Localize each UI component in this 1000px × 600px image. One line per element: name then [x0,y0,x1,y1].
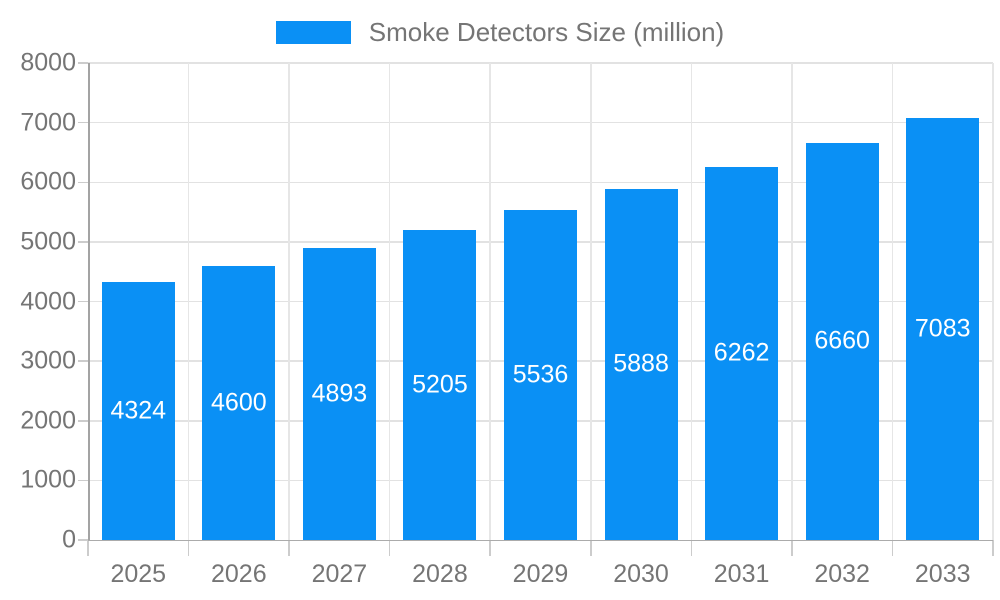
y-axis-tick [78,241,88,243]
y-axis-tick [78,539,88,541]
y-tick-label: 7000 [20,108,76,137]
gridline-horizontal [88,121,993,124]
bar-value-label: 5536 [512,360,569,389]
bar-value-label: 5888 [613,349,669,378]
y-axis-tick [78,479,88,482]
bar-value-label: 4324 [110,396,167,425]
bar-value-label: 6660 [814,326,870,355]
legend-swatch [275,20,351,44]
bar-value-label: 6262 [713,338,770,367]
x-tick-label: 2027 [311,560,368,588]
legend[interactable]: Smoke Detectors Size (million) [0,16,1000,47]
bar[interactable]: 5536 [504,209,577,540]
y-tick-label: 3000 [20,346,76,375]
y-axis-tick [78,121,88,124]
gridline-vertical [388,63,391,540]
bar[interactable]: 4893 [302,248,376,540]
x-axis-tick [791,540,793,556]
x-tick-label: 2028 [412,560,468,588]
x-tick-label: 2025 [110,560,167,588]
x-axis-line [88,539,993,541]
gridline-vertical [288,63,290,540]
bar[interactable]: 6262 [705,166,779,540]
y-tick-label: 1000 [20,465,76,494]
x-axis-tick [388,540,391,556]
y-axis-tick [78,420,88,422]
y-axis-line [88,63,90,540]
bar-value-label: 5205 [412,370,468,399]
x-tick-label: 2031 [713,560,770,588]
x-axis-tick [87,540,89,556]
gridline-vertical [590,63,592,540]
bar-value-label: 4893 [311,379,368,408]
y-axis-tick [78,62,88,64]
gridline-horizontal [88,181,993,183]
gridline-vertical [690,63,693,540]
legend-label: Smoke Detectors Size (million) [368,16,725,47]
bar[interactable]: 4600 [202,265,276,540]
bar[interactable]: 4324 [101,282,175,540]
x-axis-tick [489,540,491,556]
gridline-vertical [891,63,894,540]
gridline-vertical [992,63,994,540]
x-axis-tick [590,540,592,556]
x-tick-label: 2032 [814,560,870,588]
bar[interactable]: 5888 [604,188,678,540]
x-tick-label: 2029 [512,560,569,588]
gridline-vertical [791,63,793,540]
y-axis-tick [78,181,88,183]
x-tick-label: 2026 [211,560,267,588]
y-tick-label: 4000 [20,287,76,315]
gridline-horizontal [88,62,993,64]
bar[interactable]: 6660 [805,142,879,540]
bar-value-label: 4600 [211,388,267,417]
bar-value-label: 7083 [914,314,971,343]
y-tick-label: 6000 [20,167,76,196]
bar[interactable]: 7083 [906,117,980,540]
x-tick-label: 2030 [613,560,669,588]
x-axis-tick [690,540,693,556]
x-axis-tick [288,540,290,556]
gridline-vertical [187,63,190,540]
y-tick-label: 5000 [20,227,76,256]
y-axis-tick [78,300,88,303]
x-axis-tick [891,540,894,556]
y-axis-tick [78,360,88,362]
y-tick-label: 0 [62,525,76,554]
y-tick-label: 2000 [20,406,76,435]
x-axis-tick [992,540,994,556]
x-tick-label: 2033 [914,560,971,588]
y-tick-label: 8000 [20,48,76,77]
plot-area: 0 1000 2000 3000 4000 5000 6000 7000 8000 4324 202… [20,50,994,587]
bar[interactable]: 5205 [403,229,477,540]
gridline-vertical [489,63,491,540]
x-axis-tick [187,540,190,556]
